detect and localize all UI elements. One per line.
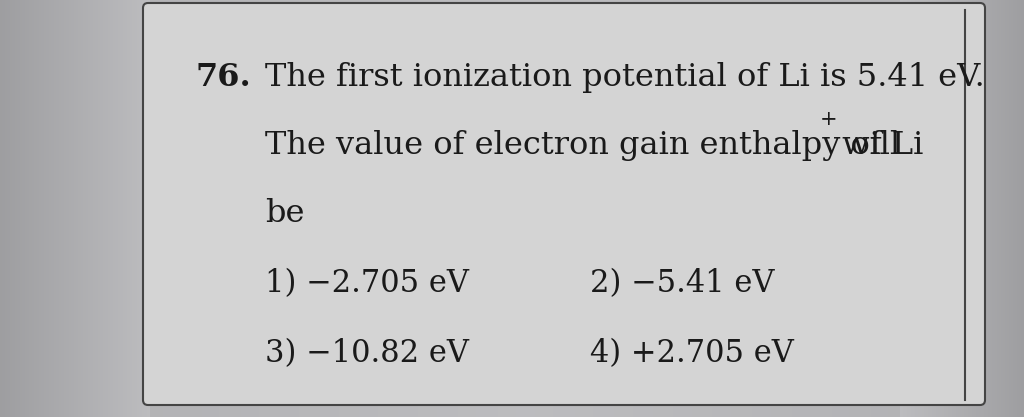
Text: 2) −5.41 eV: 2) −5.41 eV [590, 268, 774, 299]
FancyBboxPatch shape [143, 3, 985, 405]
Text: The first ionization potential of Li is 5.41 eV.: The first ionization potential of Li is … [265, 62, 985, 93]
Text: be: be [265, 198, 304, 229]
Text: The value of electron gain enthalpy of Li: The value of electron gain enthalpy of L… [265, 130, 924, 161]
Text: +: + [820, 110, 838, 129]
Text: 3) −10.82 eV: 3) −10.82 eV [265, 338, 469, 369]
Text: 1) −2.705 eV: 1) −2.705 eV [265, 268, 469, 299]
Text: will: will [831, 130, 900, 161]
Text: 4) +2.705 eV: 4) +2.705 eV [590, 338, 794, 369]
Text: 76.: 76. [195, 62, 251, 93]
